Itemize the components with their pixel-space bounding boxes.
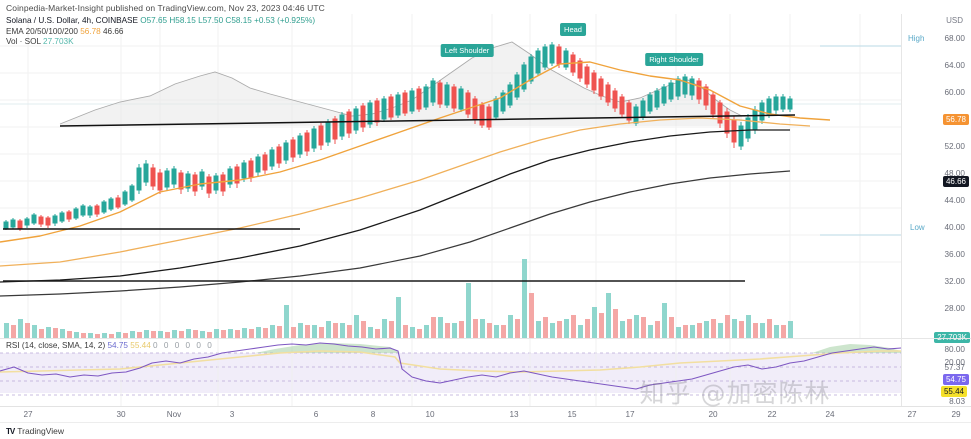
rsi-legend-value2: 55.44 [130,341,151,350]
time-tick-11: 22 [767,410,777,419]
last-price-badge[interactable]: 46.66 [942,176,969,187]
legend-volume-row[interactable]: Vol · SOL 27.703K [6,37,315,48]
pattern-label-left-shoulder[interactable]: Left Shoulder [440,44,494,57]
axis-high-label: High [908,34,925,43]
time-tick-8: 15 [567,410,577,419]
price-pane[interactable]: Left Shoulder Head Right Shoulder [0,14,901,338]
rsi-legend-value: 54.75 [107,341,128,350]
volume-chart-svg [3,259,793,338]
rsi-legend-zeros: 0 0 0 0 0 0 [153,341,214,350]
price-axis[interactable]: USD 68.00 64.00 60.00 56.00 52.00 48.00 … [901,14,971,421]
legend-low: L57.50 [198,16,224,25]
time-tick-13: 27 [907,410,917,419]
time-tick-14: 29 [951,410,961,419]
rsi-value-badge[interactable]: 54.75 [942,374,969,385]
axis-unit-label: USD [946,16,963,25]
rsi-tick-80: 80.00 [944,345,966,354]
legend-close: C58.15 [225,16,252,25]
rsi-legend-title[interactable]: RSI (14, close, SMA, 14, 2) [6,341,106,350]
ema-200-line [0,170,791,297]
ema-mid-line [0,117,811,267]
time-axis[interactable]: 27 30 Nov 3 6 8 10 13 15 17 20 22 24 27 … [0,406,971,422]
footer-bar [0,422,971,439]
axis-tick-60: 60.00 [944,88,966,97]
axis-tick-32: 32.00 [944,277,966,286]
legend-change-pct: (+0.925%) [277,16,316,25]
axis-tick-40: 40.00 [944,223,966,232]
axis-tick-48: 48.00 [944,169,966,178]
axis-tick-52: 52.00 [944,142,966,151]
price-chart-svg [0,14,901,338]
tradingview-logo[interactable]: TV TradingView [6,426,64,436]
pattern-label-head[interactable]: Head [560,23,586,36]
volume-pane [0,245,901,338]
legend-volume-value: 27.703K [43,37,74,46]
candlestick-series [3,42,793,231]
rsi-line [0,342,901,390]
tradingview-logo-text: TradingView [17,426,65,436]
ema-price-badge[interactable]: 56.78 [942,114,969,125]
axis-tick-36: 36.00 [944,250,966,259]
axis-low-label: Low [910,223,925,232]
time-tick-10: 20 [708,410,718,419]
legend-symbol-row[interactable]: Solana / U.S. Dollar, 4h, COINBASE O57.6… [6,16,315,27]
watermark-text: 知乎 @加密陈林 [639,379,831,408]
time-tick-2: Nov [166,410,182,419]
time-tick-9: 17 [625,410,635,419]
tradingview-logo-mark: TV [6,426,15,436]
attribution-text: Coinpedia-Market-Insight published on Tr… [6,3,325,13]
time-tick-6: 10 [425,410,435,419]
legend-ema-title[interactable]: EMA 20/50/100/200 [6,26,78,36]
chart-legend[interactable]: Solana / U.S. Dollar, 4h, COINBASE O57.6… [6,16,315,48]
rsi-pane[interactable] [0,338,901,407]
axis-tick-20: 20.00 [944,358,966,367]
volume-bars [4,259,793,338]
legend-change: +0.53 [254,16,275,25]
ema-fast-line [0,61,831,243]
time-tick-5: 8 [370,410,376,419]
time-tick-12: 24 [825,410,835,419]
axis-tick-28: 28.00 [944,304,966,313]
time-tick-3: 3 [229,410,235,419]
ema-slow-line [0,129,790,283]
rsi-sma-line [0,350,901,373]
axis-tick-44: 44.00 [944,196,966,205]
rsi-chart-svg [0,339,901,407]
time-tick-4: 6 [313,410,319,419]
rsi-legend[interactable]: RSI (14, close, SMA, 14, 2) 54.75 55.44 … [6,341,214,350]
time-tick-1: 30 [116,410,126,419]
rsi-sma-badge[interactable]: 55.44 [940,386,967,397]
hs-pattern-fill [60,42,742,126]
time-tick-0: 27 [23,410,33,419]
legend-symbol[interactable]: Solana / U.S. Dollar, 4h, COINBASE [6,16,138,25]
legend-ema-row[interactable]: EMA 20/50/100/200 56.78 46.66 [6,27,315,38]
legend-ema-value1: 56.78 [80,26,101,36]
legend-high: H58.15 [169,16,196,25]
volume-value-badge[interactable]: 27.703K [934,332,970,343]
time-tick-7: 13 [509,410,519,419]
rsi-tick-5737: 57.37 [944,363,966,372]
axis-tick-64: 64.00 [944,61,966,70]
legend-open: O57.65 [140,16,168,25]
legend-ema-value2: 46.66 [103,26,124,36]
neckline [59,114,796,127]
pattern-label-right-shoulder[interactable]: Right Shoulder [645,53,703,66]
axis-tick-68: 68.00 [944,34,966,43]
rsi-tick-bottom: 8.03 [949,397,965,406]
rsi-overbought-area [255,343,400,353]
legend-volume-title[interactable]: Vol · SOL [6,37,41,46]
